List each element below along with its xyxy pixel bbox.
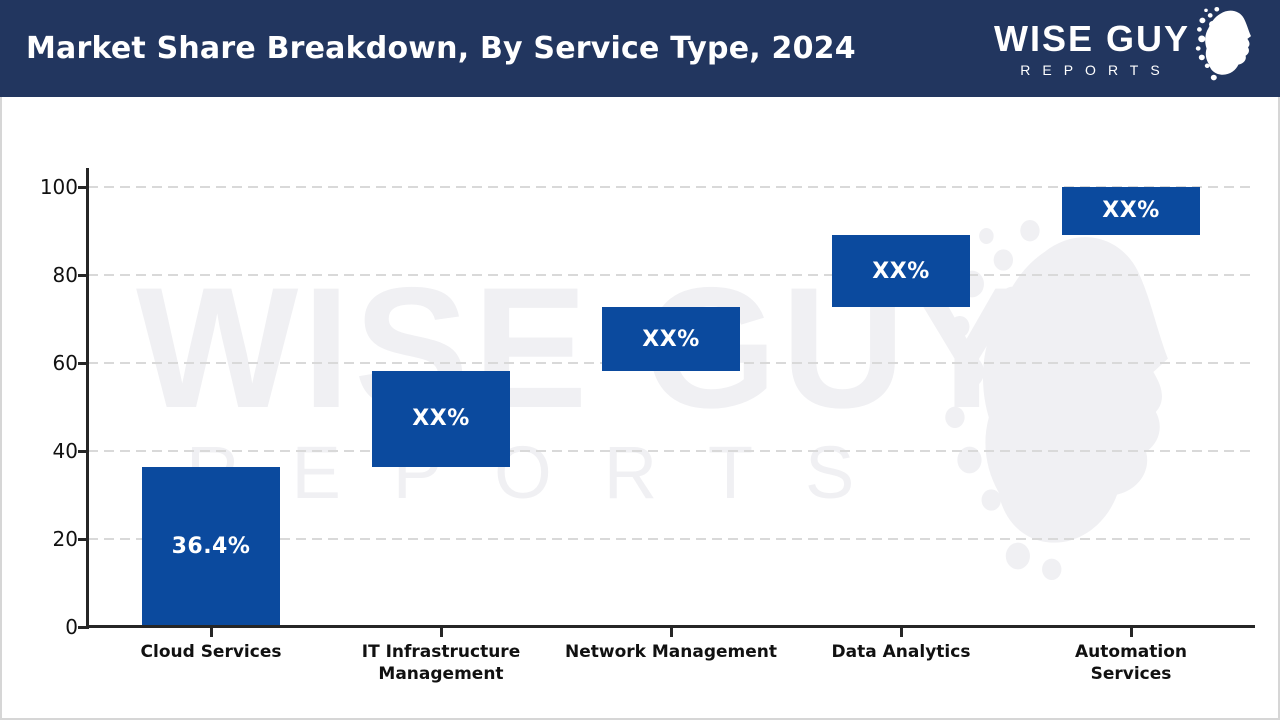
y-tick-label: 40: [52, 439, 78, 463]
y-tick-mark: [78, 625, 87, 629]
wise-guy-logo: WISE GUY REPORTS: [993, 6, 1254, 91]
waterfall-bar: 36.4%: [142, 466, 280, 627]
waterfall-bar: XX%: [832, 234, 970, 308]
x-tick-label: Cloud Services: [140, 642, 282, 662]
y-tick-label: 0: [65, 615, 78, 639]
wise-guy-logo-text: WISE GUY REPORTS: [993, 17, 1190, 78]
y-tick-label: 80: [52, 263, 78, 287]
y-axis-line: [86, 168, 89, 629]
waterfall-bar: XX%: [372, 370, 510, 467]
waterfall-bar: XX%: [602, 307, 740, 371]
wise-guy-face-icon: [1195, 6, 1251, 80]
x-tick-mark: [1129, 628, 1133, 637]
bar-value-label: XX%: [872, 258, 930, 284]
bar-value-label: XX%: [642, 326, 700, 352]
x-tick-mark: [899, 628, 903, 637]
y-tick-mark: [78, 185, 87, 189]
logo-reports-text: REPORTS: [1020, 61, 1172, 78]
bar-value-label: XX%: [1102, 198, 1160, 224]
gridline: [88, 186, 1253, 188]
bar-value-label: XX%: [412, 406, 470, 432]
x-tick-mark: [439, 628, 443, 637]
gridline: [88, 538, 1253, 540]
y-tick-mark: [78, 361, 87, 365]
x-tick-mark: [209, 628, 213, 637]
y-tick-mark: [78, 537, 87, 541]
x-tick-label: Automation Services: [1075, 642, 1187, 685]
x-axis-line: [86, 625, 1255, 628]
watermark-reports-text: REPORTS: [186, 431, 907, 514]
y-tick-label: 60: [52, 351, 78, 375]
y-tick-label: 100: [39, 175, 78, 199]
x-tick-label: Network Management: [564, 642, 777, 662]
watermark-face-icon: [945, 220, 1168, 580]
logo-wordmark: WISE GUY: [993, 17, 1190, 59]
y-tick-mark: [78, 449, 87, 453]
page-title: Market Share Breakdown, By Service Type,…: [26, 31, 856, 66]
y-tick-label: 20: [52, 527, 78, 551]
report-header: Market Share Breakdown, By Service Type,…: [0, 0, 1280, 97]
gridline: [88, 450, 1253, 452]
x-tick-mark: [669, 628, 673, 637]
bar-value-label: 36.4%: [171, 534, 251, 560]
gridline: [88, 274, 1253, 276]
x-tick-label: IT Infrastructure Management: [361, 642, 521, 685]
x-tick-label: Data Analytics: [831, 642, 971, 662]
waterfall-bar: XX%: [1062, 187, 1200, 235]
y-tick-mark: [78, 273, 87, 277]
